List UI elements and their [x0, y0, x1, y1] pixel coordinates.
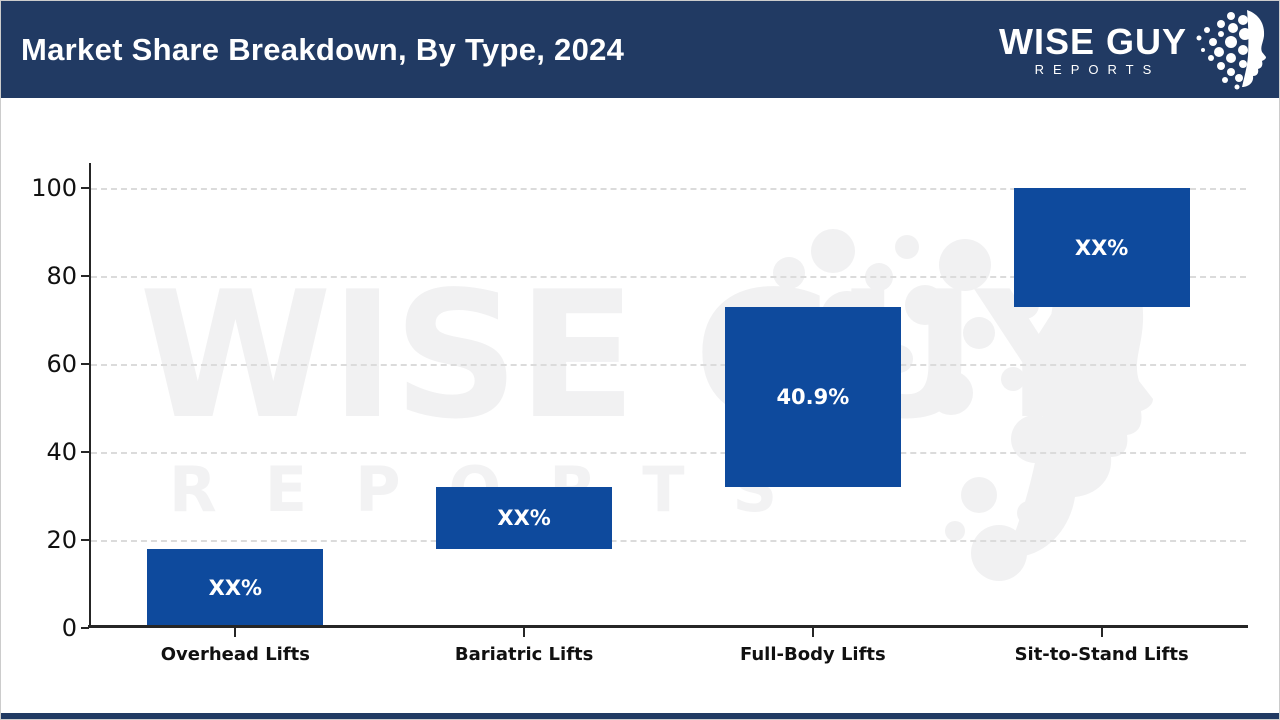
x-category-label-2: Full-Body Lifts: [739, 644, 886, 665]
x-tick-mark-3: [1100, 628, 1103, 637]
x-tick-mark-1: [523, 628, 526, 637]
y-axis-spine: [89, 163, 91, 628]
plot-area: 0 20 40 60 80 100 XX% Overhead Lifts XX% Bariatri…: [31, 163, 1248, 665]
footer-bar: [1, 713, 1279, 719]
logo-sub-label: REPORTS: [1034, 62, 1161, 78]
x-category-label-0: Overhead Lifts: [160, 644, 310, 665]
y-tick-mark-60: [81, 363, 89, 365]
y-tick-mark-100: [81, 187, 89, 189]
logo-brand-label: WISE GUY: [998, 20, 1187, 62]
x-category-label-3: Sit-to-Stand Lifts: [1014, 644, 1189, 665]
gridline-40: [91, 452, 1246, 454]
gridline-100: [91, 188, 1246, 190]
bar-1: XX%: [436, 487, 613, 549]
header-bar: Market Share Breakdown, By Type, 2024 WI…: [1, 1, 1279, 98]
brand-logo: WISE GUY REPORTS: [999, 7, 1269, 93]
y-tick-mark-80: [81, 275, 89, 277]
page-title: Market Share Breakdown, By Type, 2024: [21, 31, 625, 67]
y-tick-label-0: 0: [61, 614, 77, 642]
bar-2: 40.9%: [724, 307, 901, 488]
bar-value-label-2: 40.9%: [776, 385, 850, 410]
bar-3: XX%: [1013, 188, 1190, 308]
y-tick-label-20: 20: [46, 526, 77, 554]
gridline-60: [91, 364, 1246, 366]
x-axis-spine: [88, 625, 1248, 628]
y-tick-mark-40: [81, 451, 89, 453]
bar-value-label-0: XX%: [208, 576, 263, 601]
gridline-80: [91, 276, 1246, 278]
bar-value-label-1: XX%: [497, 505, 551, 530]
x-category-label-1: Bariatric Lifts: [454, 644, 594, 665]
y-tick-label-60: 60: [46, 350, 77, 378]
bar-0: XX%: [147, 548, 324, 628]
face-logo-icon: [1196, 10, 1266, 90]
bar-value-label-3: XX%: [1074, 235, 1129, 260]
x-tick-mark-0: [234, 628, 237, 637]
x-tick-mark-2: [811, 628, 814, 637]
brand-logo-text: WISE GUY REPORTS: [998, 20, 1187, 78]
y-tick-mark-20: [81, 539, 89, 541]
y-tick-label-100: 100: [31, 174, 77, 202]
y-tick-label-80: 80: [46, 262, 77, 290]
y-tick-label-40: 40: [46, 438, 77, 466]
gridline-20: [91, 540, 1246, 542]
y-tick-mark-0: [81, 627, 89, 629]
